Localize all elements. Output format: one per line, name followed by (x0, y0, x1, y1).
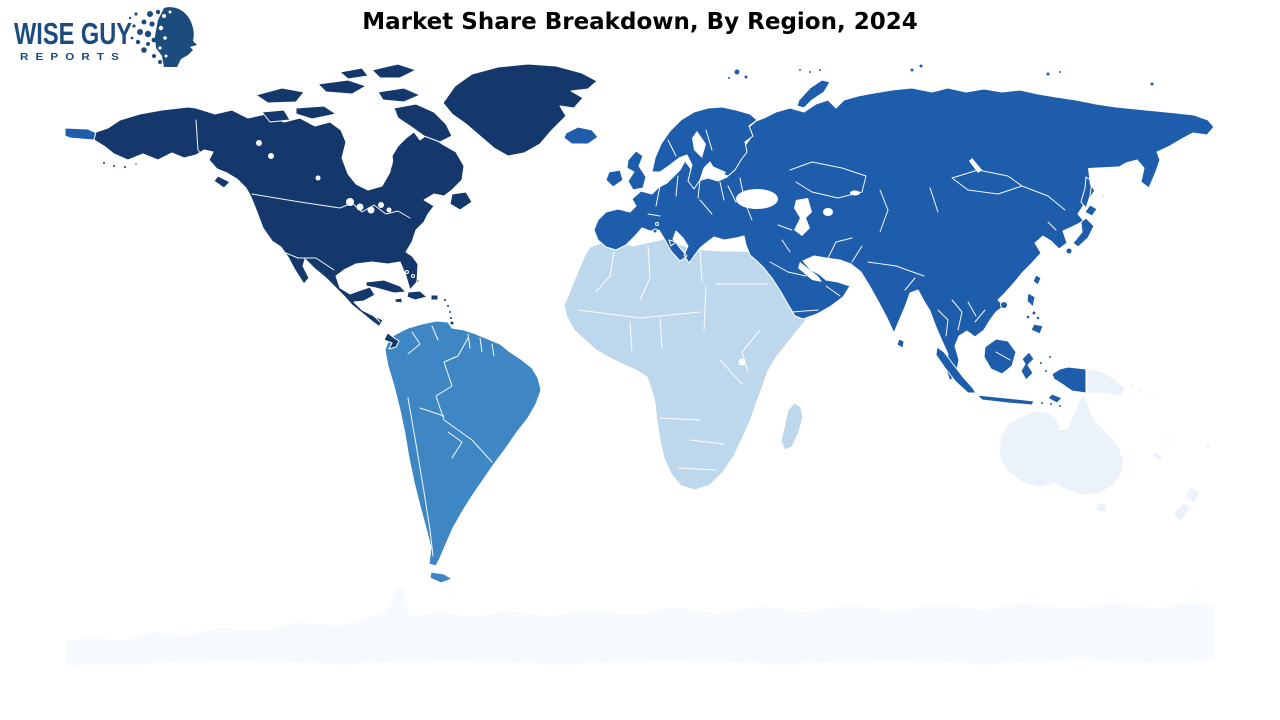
north-america-mainland (93, 106, 465, 350)
hispaniola (406, 290, 428, 301)
west-new-guinea (1051, 366, 1087, 394)
sri-lanka (896, 338, 905, 349)
eurasia-mainland (593, 87, 1215, 382)
philippines-luzon (1026, 292, 1036, 308)
novaya-zemlya (796, 79, 831, 109)
south-america-region (384, 320, 542, 584)
australia (998, 395, 1125, 496)
japan-hokkaido (1084, 204, 1098, 217)
ellesmere-island (371, 63, 417, 79)
borneo (983, 338, 1017, 375)
taiwan (1032, 274, 1042, 286)
sea-of-okhotsk (1088, 166, 1132, 198)
tierra-del-fuego (429, 571, 453, 584)
hainan (1000, 301, 1008, 309)
logo-head-icon (125, 7, 197, 68)
gulf-of-bothnia (692, 131, 706, 158)
south-america-mainland (384, 320, 542, 567)
chukotka-sliver (64, 127, 102, 141)
cuba (365, 279, 407, 294)
logo-wordmark: WISE GUY (14, 16, 132, 51)
banks-island (261, 109, 291, 123)
black-sea (736, 189, 778, 209)
philippines-mindanao (1030, 323, 1044, 335)
ireland (605, 169, 624, 188)
lake-victoria (738, 358, 746, 366)
new-zealand-north (1185, 486, 1200, 504)
logo-subtitle: REPORTS (20, 51, 126, 63)
java (976, 394, 1035, 406)
vancouver-island (213, 175, 231, 189)
jamaica (394, 297, 403, 304)
victoria-island (295, 105, 337, 120)
inland-seas (256, 131, 1132, 366)
caspian-sea (794, 198, 812, 236)
antarctica-region (65, 585, 1215, 667)
aral-sea (823, 208, 833, 216)
great-britain (626, 150, 647, 191)
sulawesi (1020, 351, 1035, 381)
gulf-of-finland (708, 166, 726, 178)
sicily (668, 239, 677, 247)
puerto-rico (430, 294, 439, 301)
iceland (563, 126, 599, 145)
japan-honshu (1072, 217, 1095, 248)
oceania-region (998, 368, 1211, 522)
papua-new-guinea (1086, 368, 1126, 397)
timor (1047, 393, 1063, 404)
north-america-region (93, 63, 598, 350)
lake-baikal (969, 158, 982, 173)
hudson-bay (347, 139, 393, 181)
africa-region (563, 236, 820, 491)
sumatra (935, 346, 977, 394)
japan-kyushu (1065, 247, 1073, 255)
tasmania (1095, 502, 1108, 513)
madagascar (780, 402, 804, 451)
persian-gulf (798, 262, 822, 282)
europe-asia-region (64, 63, 1215, 408)
africa-mainland (563, 236, 820, 491)
newfoundland (449, 191, 473, 211)
country-borders (195, 119, 1066, 557)
wiseguy-logo: WISE GUY REPORTS (14, 7, 197, 68)
greenland (442, 63, 598, 157)
chart-title: Market Share Breakdown, By Region, 2024 (362, 9, 918, 35)
baffin-island (393, 103, 453, 143)
new-zealand-south (1172, 502, 1192, 522)
